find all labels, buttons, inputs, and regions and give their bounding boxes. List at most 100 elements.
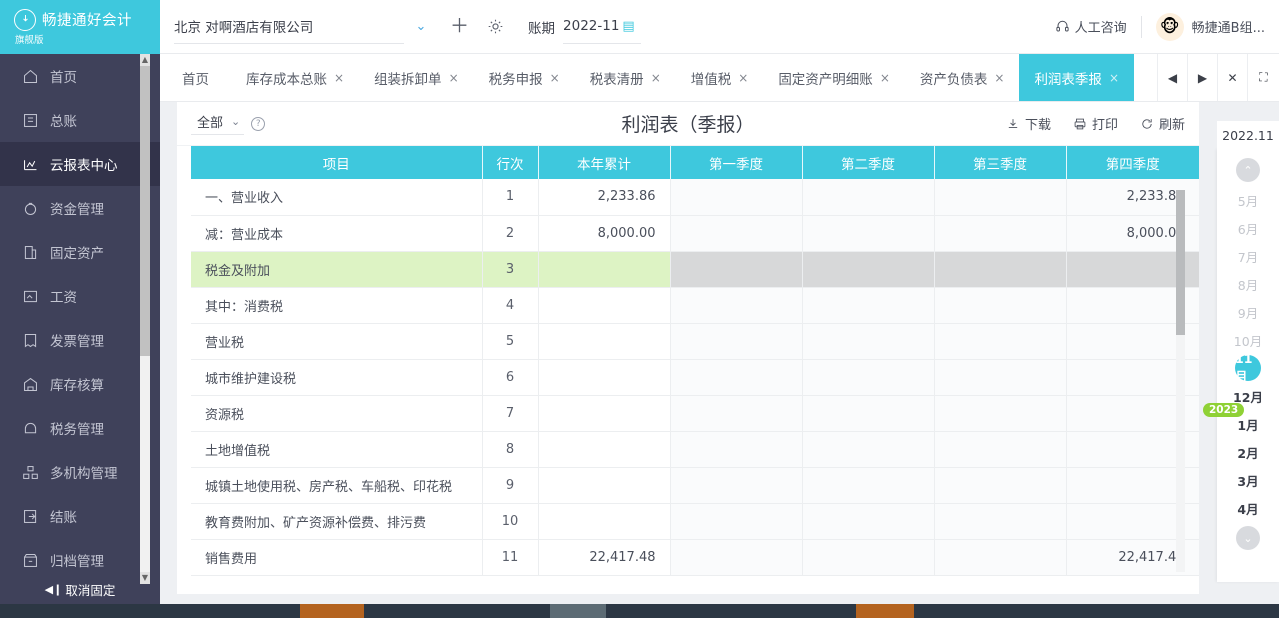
money-bag-icon: [22, 200, 39, 217]
col-header-line: 行次: [482, 146, 539, 179]
month-item-12月[interactable]: 12月: [1217, 382, 1279, 410]
sidebar-pin-toggle[interactable]: ◀❙ 取消固定: [0, 574, 160, 604]
tab-close-all-icon[interactable]: ✕: [1217, 54, 1247, 101]
scope-filter-dropdown[interactable]: 全部 ⌄: [191, 112, 245, 135]
taskbar-item[interactable]: [0, 604, 300, 618]
month-scroll-down-icon[interactable]: ⌄: [1236, 526, 1260, 550]
month-item-3月[interactable]: 3月: [1217, 466, 1279, 494]
month-item-6月[interactable]: 6月: [1217, 214, 1279, 242]
tab-home[interactable]: 首页: [160, 54, 231, 101]
company-selector[interactable]: 北京 对啊酒店有限公司: [174, 10, 404, 44]
print-button[interactable]: 打印: [1073, 114, 1118, 133]
brand-name: 畅捷通好会计: [42, 13, 132, 29]
close-icon[interactable]: ×: [1108, 70, 1119, 85]
sidebar-item-payroll[interactable]: 工资: [0, 274, 160, 318]
period-value[interactable]: 2022-11 ▤: [563, 10, 641, 44]
support-label: 人工咨询: [1074, 21, 1127, 36]
taskbar-item[interactable]: [364, 604, 550, 618]
tab-inventory-cost-ledger[interactable]: 库存成本总账 ×: [231, 54, 359, 101]
tab-scroll-right-icon[interactable]: ▶: [1187, 54, 1217, 101]
tab-fixed-asset-detail[interactable]: 固定资产明细账 ×: [763, 54, 905, 101]
sidebar-item-fixed-assets[interactable]: 固定资产: [0, 230, 160, 274]
content-area: 全部 ⌄ ? 利润表（季报） 下载 打印 刷新: [160, 102, 1279, 604]
scroll-thumb[interactable]: [140, 66, 150, 356]
table-header-row: 项目 行次 本年累计 第一季度 第二季度 第三季度 第四季度: [191, 146, 1199, 179]
report-panel: 全部 ⌄ ? 利润表（季报） 下载 打印 刷新: [177, 102, 1199, 594]
table-row[interactable]: 税金及附加 3: [191, 251, 1199, 288]
month-item-1月[interactable]: 2023 1月: [1203, 403, 1279, 438]
download-button[interactable]: 下载: [1006, 114, 1051, 133]
close-icon[interactable]: ×: [738, 70, 749, 85]
sidebar-item-inventory[interactable]: 库存核算: [0, 362, 160, 406]
close-icon[interactable]: ×: [549, 70, 560, 85]
taskbar-item-active[interactable]: [300, 604, 364, 618]
close-icon[interactable]: ×: [334, 70, 345, 85]
avatar[interactable]: 🐵: [1155, 12, 1184, 41]
table-scrollbar[interactable]: [1176, 190, 1185, 572]
tab-balance-sheet[interactable]: 资产负债表 ×: [905, 54, 1020, 101]
tab-fullscreen-icon[interactable]: ⛶: [1247, 54, 1279, 101]
table-row[interactable]: 土地增值税 8: [191, 431, 1199, 468]
tab-scroll-left-icon[interactable]: ◀: [1157, 54, 1187, 101]
month-item-9月[interactable]: 9月: [1217, 298, 1279, 326]
brand-edition: 旗舰版: [15, 34, 44, 46]
tab-vat[interactable]: 增值税 ×: [676, 54, 764, 101]
sidebar-item-cloud-reports[interactable]: 云报表中心: [0, 142, 160, 186]
sidebar-item-closing[interactable]: 结账: [0, 494, 160, 538]
close-icon[interactable]: ×: [879, 70, 890, 85]
table-row[interactable]: 城镇土地使用税、房产税、车船税、印花税 9: [191, 467, 1199, 504]
month-label: 4月: [1237, 501, 1259, 517]
tab-tax-declaration[interactable]: 税务申报 ×: [474, 54, 575, 101]
table-row[interactable]: 减：营业成本 2 8,000.00 8,000.00: [191, 215, 1199, 252]
table-row[interactable]: 教育费附加、矿产资源补偿费、排污费 10: [191, 503, 1199, 540]
tab-label: 增值税: [690, 71, 732, 88]
taskbar-item[interactable]: [550, 604, 606, 618]
taskbar-item-active[interactable]: [856, 604, 914, 618]
calendar-icon[interactable]: ▤: [622, 18, 635, 34]
month-item-10月[interactable]: 10月: [1217, 326, 1279, 354]
tab-tax-register[interactable]: 税表清册 ×: [575, 54, 676, 101]
tab-profit-statement-quarterly[interactable]: 利润表季报 ×: [1019, 54, 1134, 101]
table-row[interactable]: 其中：消费税 4: [191, 287, 1199, 324]
refresh-button[interactable]: 刷新: [1140, 114, 1185, 133]
table-row[interactable]: 资源税 7: [191, 395, 1199, 432]
taskbar-item[interactable]: [914, 604, 1279, 618]
sidebar: 畅捷通好会计 旗舰版 首页 总账 云报表中心 资金管理: [0, 0, 160, 604]
month-item-5月[interactable]: 5月: [1217, 186, 1279, 214]
question-icon[interactable]: ?: [251, 116, 266, 131]
month-item-2月[interactable]: 2月: [1217, 438, 1279, 466]
sidebar-item-funds[interactable]: 资金管理: [0, 186, 160, 230]
cell-item: 土地增值税: [191, 431, 483, 468]
sidebar-scrollbar[interactable]: ▲ ▼: [140, 54, 150, 584]
sidebar-item-archive[interactable]: 归档管理: [0, 538, 160, 582]
sidebar-item-ledger[interactable]: 总账: [0, 98, 160, 142]
gear-icon[interactable]: [487, 18, 504, 35]
chevron-down-icon[interactable]: ⌄: [415, 19, 427, 34]
support-button[interactable]: 人工咨询: [1055, 17, 1127, 36]
table-row[interactable]: 营业税 5: [191, 323, 1199, 360]
table-row[interactable]: 销售费用 11 22,417.48 22,417.48: [191, 539, 1199, 576]
sidebar-item-multi-org[interactable]: 多机构管理: [0, 450, 160, 494]
sidebar-item-home[interactable]: 首页: [0, 54, 160, 98]
user-name[interactable]: 畅捷通B组...: [1191, 21, 1265, 36]
scroll-down-arrow[interactable]: ▼: [140, 572, 150, 584]
plus-icon[interactable]: ＋: [450, 15, 470, 37]
sidebar-item-invoice[interactable]: 发票管理: [0, 318, 160, 362]
cell-q1: [670, 539, 803, 576]
current-period-display[interactable]: 2022.11: [1217, 121, 1279, 149]
taskbar-item[interactable]: [606, 604, 856, 618]
month-item-4月[interactable]: 4月: [1217, 494, 1279, 522]
month-item-8月[interactable]: 8月: [1217, 270, 1279, 298]
table-row[interactable]: 一、营业收入 1 2,233.86 2,233.86: [191, 179, 1199, 216]
tab-assembly-order[interactable]: 组装拆卸单 ×: [359, 54, 474, 101]
month-item-7月[interactable]: 7月: [1217, 242, 1279, 270]
sidebar-item-tax[interactable]: 税务管理: [0, 406, 160, 450]
table-row[interactable]: 城市维护建设税 6: [191, 359, 1199, 396]
close-icon[interactable]: ×: [448, 70, 459, 85]
table-scroll-thumb[interactable]: [1176, 190, 1185, 335]
scroll-up-arrow[interactable]: ▲: [140, 54, 150, 66]
month-item-11月[interactable]: 11月: [1217, 351, 1279, 384]
close-icon[interactable]: ×: [650, 70, 661, 85]
month-scroll-up-icon[interactable]: ⌃: [1236, 158, 1260, 182]
close-icon[interactable]: ×: [994, 70, 1005, 85]
